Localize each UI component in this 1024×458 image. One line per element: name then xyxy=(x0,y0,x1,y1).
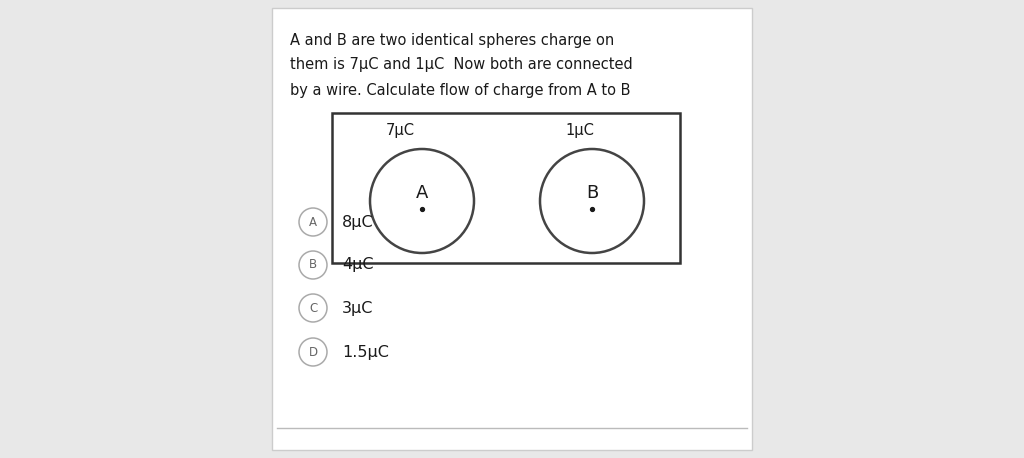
Text: C: C xyxy=(309,301,317,315)
Circle shape xyxy=(370,149,474,253)
Text: 3μC: 3μC xyxy=(342,300,374,316)
Text: 1μC: 1μC xyxy=(565,124,595,138)
Text: B: B xyxy=(586,184,598,202)
Text: A: A xyxy=(309,216,317,229)
Text: by a wire. Calculate flow of charge from A to B: by a wire. Calculate flow of charge from… xyxy=(290,82,631,98)
Text: 7μC: 7μC xyxy=(385,124,415,138)
Text: A and B are two identical spheres charge on: A and B are two identical spheres charge… xyxy=(290,33,614,48)
Circle shape xyxy=(299,208,327,236)
Text: 1.5μC: 1.5μC xyxy=(342,344,389,360)
Text: B: B xyxy=(309,258,317,272)
Text: A: A xyxy=(416,184,428,202)
Circle shape xyxy=(299,251,327,279)
FancyBboxPatch shape xyxy=(272,8,752,450)
Circle shape xyxy=(540,149,644,253)
Circle shape xyxy=(299,294,327,322)
Text: 8μC: 8μC xyxy=(342,214,374,229)
Text: 4μC: 4μC xyxy=(342,257,374,273)
Bar xyxy=(332,113,680,263)
Text: D: D xyxy=(308,345,317,359)
Text: them is 7μC and 1μC  Now both are connected: them is 7μC and 1μC Now both are connect… xyxy=(290,58,633,72)
Circle shape xyxy=(299,338,327,366)
